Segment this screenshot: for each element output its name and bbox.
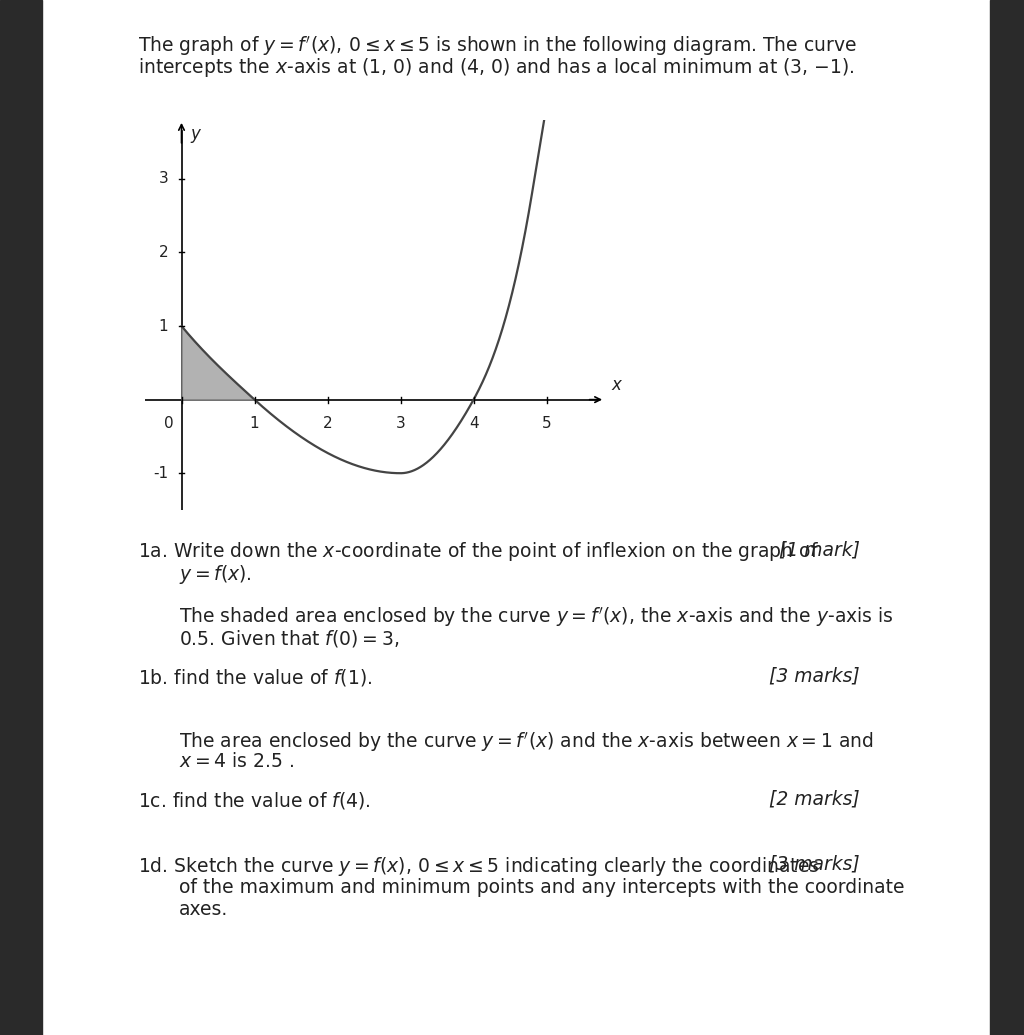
Text: axes.: axes. — [179, 900, 228, 919]
Text: 2: 2 — [159, 245, 168, 260]
Text: 4: 4 — [469, 416, 478, 431]
Text: 0: 0 — [164, 416, 173, 431]
Text: intercepts the $x$-axis at (1, 0) and (4, 0) and has a local minimum at (3, $-$1: intercepts the $x$-axis at (1, 0) and (4… — [138, 56, 855, 79]
Text: 3: 3 — [159, 172, 168, 186]
Text: 2: 2 — [323, 416, 333, 431]
Text: [3 marks]: [3 marks] — [769, 855, 860, 874]
Text: 3: 3 — [395, 416, 406, 431]
Text: 5: 5 — [542, 416, 551, 431]
Text: $y$: $y$ — [190, 127, 203, 145]
Text: The graph of $y = f'(x),\, 0 \leq x \leq 5$ is shown in the following diagram. T: The graph of $y = f'(x),\, 0 \leq x \leq… — [138, 34, 857, 58]
Text: [1 mark]: [1 mark] — [779, 540, 860, 559]
Text: 1b. find the value of $f(1)$.: 1b. find the value of $f(1)$. — [138, 667, 373, 687]
Text: The shaded area enclosed by the curve $y = f'(x)$, the $x$-axis and the $y$-axis: The shaded area enclosed by the curve $y… — [179, 605, 894, 629]
Text: 1c. find the value of $f(4)$.: 1c. find the value of $f(4)$. — [138, 790, 371, 810]
Text: -1: -1 — [154, 466, 168, 480]
Text: of the maximum and minimum points and any intercepts with the coordinate: of the maximum and minimum points and an… — [179, 878, 904, 896]
Text: $y = f(x)$.: $y = f(x)$. — [179, 563, 252, 586]
Text: 1: 1 — [159, 319, 168, 333]
Text: [3 marks]: [3 marks] — [769, 667, 860, 685]
Text: 0.5. Given that $f(0) = 3$,: 0.5. Given that $f(0) = 3$, — [179, 628, 399, 649]
Text: $x$: $x$ — [611, 376, 624, 393]
Text: 1d. Sketch the curve $y = f(x),\, 0 \leq x \leq 5$ indicating clearly the coordi: 1d. Sketch the curve $y = f(x),\, 0 \leq… — [138, 855, 820, 878]
Text: 1a. Write down the $x$-coordinate of the point of inflexion on the graph of: 1a. Write down the $x$-coordinate of the… — [138, 540, 819, 563]
Text: 1: 1 — [250, 416, 259, 431]
Text: [2 marks]: [2 marks] — [769, 790, 860, 808]
Text: The area enclosed by the curve $y = f'(x)$ and the $x$-axis between $x = 1$ and: The area enclosed by the curve $y = f'(x… — [179, 730, 873, 753]
Text: $x = 4$ is 2.5 .: $x = 4$ is 2.5 . — [179, 752, 294, 771]
